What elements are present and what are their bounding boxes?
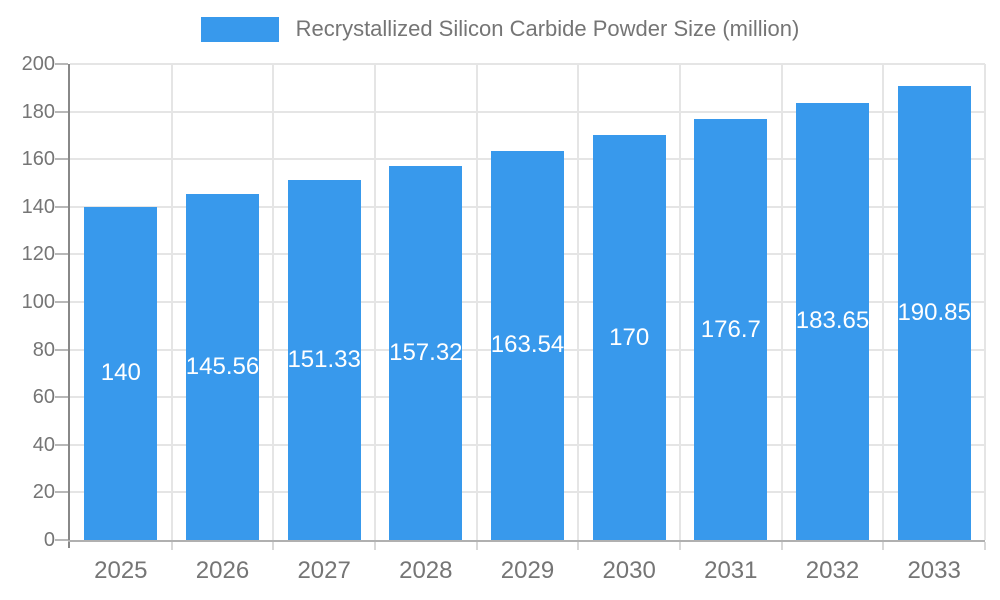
bar-2033[interactable]: 190.85 xyxy=(897,85,971,540)
x-tick xyxy=(984,542,986,550)
x-tick xyxy=(170,542,173,550)
x-tick-label: 2026 xyxy=(195,557,250,584)
x-tick xyxy=(577,542,580,550)
y-tick xyxy=(55,539,68,541)
x-tick-label: 2027 xyxy=(297,557,351,584)
bar-2027[interactable]: 151.33 xyxy=(287,179,361,540)
y-tick-label: 200 xyxy=(21,53,55,75)
y-tick-label: 120 xyxy=(21,243,55,266)
y-tick xyxy=(55,348,68,351)
y-tick xyxy=(55,253,68,256)
x-tick xyxy=(272,542,275,550)
legend-item[interactable]: Recrystallized Silicon Carbide Powder Si… xyxy=(200,16,800,42)
y-tick-label: 40 xyxy=(32,433,55,456)
bar-2030[interactable]: 170 xyxy=(592,135,666,540)
bar-value-label: 176.7 xyxy=(700,315,761,343)
y-tick xyxy=(55,158,68,161)
bar-value-label: 145.56 xyxy=(185,352,260,380)
bar-value-label: 157.32 xyxy=(389,338,463,366)
y-axis-labels: 0 20 40 60 80 100 120 140 160 180 200 xyxy=(0,54,55,550)
x-tick-label: 2030 xyxy=(602,557,656,584)
x-tick-label: 2033 xyxy=(907,557,961,584)
bar-value-label: 183.65 xyxy=(795,307,870,335)
gridline-vertical xyxy=(678,64,681,540)
gridline-horizontal xyxy=(70,110,985,113)
bar-2025[interactable]: 140 xyxy=(84,206,158,540)
legend: Recrystallized Silicon Carbide Powder Si… xyxy=(0,16,1000,42)
bar-value-label: 140 xyxy=(100,359,141,387)
x-tick xyxy=(475,542,478,550)
x-tick xyxy=(780,542,783,550)
bar-value-label: 170 xyxy=(609,323,650,351)
legend-swatch xyxy=(200,16,279,42)
gridline-horizontal xyxy=(70,63,985,65)
y-tick-label: 140 xyxy=(21,195,55,218)
y-tick xyxy=(55,110,68,113)
y-tick-label: 20 xyxy=(32,481,55,504)
gridline-vertical xyxy=(882,64,885,540)
x-tick-label: 2025 xyxy=(94,557,148,584)
x-tick-label: 2028 xyxy=(399,557,453,584)
gridline-vertical xyxy=(373,64,376,540)
gridline-vertical xyxy=(577,64,580,540)
legend-label: Recrystallized Silicon Carbide Powder Si… xyxy=(295,16,800,41)
y-tick-label: 80 xyxy=(32,338,55,361)
y-tick xyxy=(55,63,68,65)
bar-value-label: 151.33 xyxy=(287,345,361,373)
gridline-vertical xyxy=(170,64,173,540)
x-tick xyxy=(678,542,681,550)
y-tick xyxy=(55,396,68,399)
gridline-vertical xyxy=(984,64,986,540)
x-tick-label: 2032 xyxy=(805,557,860,584)
y-tick-label: 60 xyxy=(32,386,55,409)
gridline-vertical xyxy=(475,64,478,540)
bar-2032[interactable]: 183.65 xyxy=(795,102,870,540)
x-axis-labels: 2025 2026 2027 2028 2029 2030 2031 2032 2033 xyxy=(70,556,985,588)
x-tick xyxy=(373,542,376,550)
x-tick-label: 2031 xyxy=(704,557,758,584)
y-tick xyxy=(55,443,68,446)
bar-value-label: 163.54 xyxy=(490,331,565,359)
bar-2029[interactable]: 163.54 xyxy=(490,150,565,540)
x-axis-line xyxy=(68,540,985,542)
y-tick xyxy=(55,301,68,303)
gridline-vertical xyxy=(780,64,783,540)
bar-2026[interactable]: 145.56 xyxy=(185,193,260,540)
bar-2028[interactable]: 157.32 xyxy=(389,165,463,540)
y-tick xyxy=(55,491,68,494)
plot-area: 140 145.56 151.33 157.32 163.54 170 176.7 183.6… xyxy=(55,63,986,550)
y-tick-label: 0 xyxy=(43,529,55,551)
bar-value-label: 190.85 xyxy=(897,298,971,326)
gridline-vertical xyxy=(272,64,275,540)
x-tick-label: 2029 xyxy=(500,557,555,584)
y-axis-line xyxy=(68,64,70,548)
y-tick-label: 180 xyxy=(21,100,55,123)
x-tick xyxy=(882,542,885,550)
y-tick-label: 160 xyxy=(21,148,55,171)
bar-2031[interactable]: 176.7 xyxy=(694,119,768,540)
y-tick-label: 100 xyxy=(21,291,55,313)
y-tick xyxy=(55,205,68,208)
